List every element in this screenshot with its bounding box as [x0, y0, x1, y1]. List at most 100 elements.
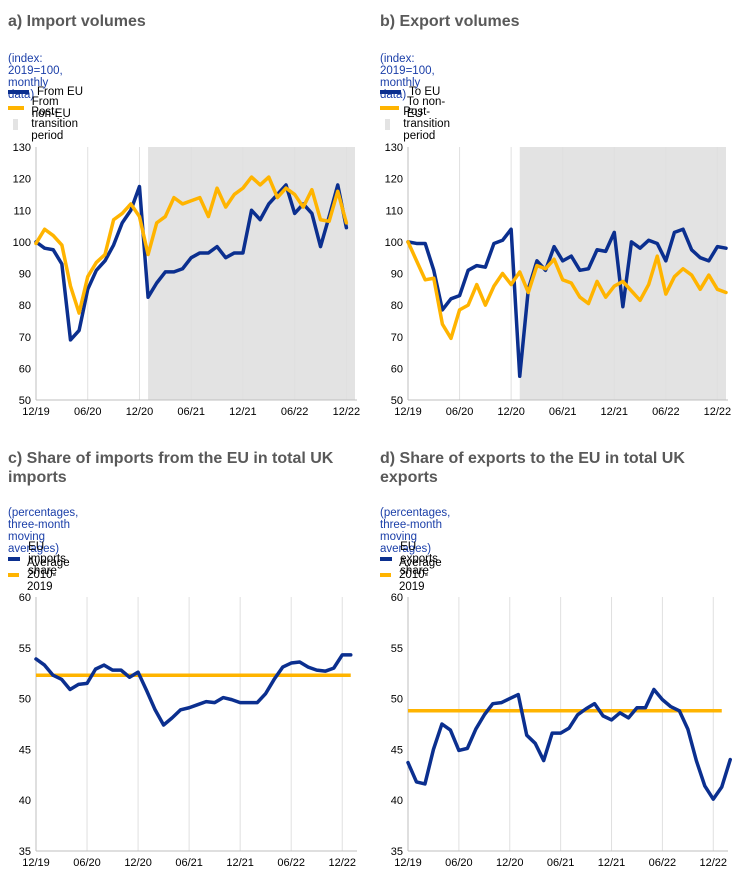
series-line-a-from-non-eu	[34, 175, 349, 315]
x-tick-label-d-2: 12/20	[496, 857, 524, 869]
y-tick-label-b-6: 70	[391, 332, 403, 344]
x-tick-label-b-3: 06/21	[549, 406, 577, 418]
legend-swatch-from-eu	[8, 90, 29, 94]
chart-subtitle-c: (percentages, three-month moving average…	[8, 507, 79, 555]
legend-item-post-transition-b: Post-transition period	[380, 106, 456, 142]
y-tick-label-d-2: 50	[391, 694, 403, 706]
chart-subtitle-b: (index: 2019=100, monthly data)	[380, 53, 435, 101]
chart-title-b: b) Export volumes	[380, 13, 520, 30]
legend-a: From EU From non-EU Post-transition peri…	[8, 84, 84, 142]
y-tick-label-d-1: 55	[391, 643, 403, 655]
series-line-a-from-eu	[34, 183, 349, 342]
x-tick-label-c-1: 06/20	[73, 857, 101, 869]
y-tick-label-c-4: 40	[19, 795, 31, 807]
series-line-d-eu-exports-share	[406, 687, 732, 801]
legend-label-to-non-eu: To non-EU	[406, 96, 446, 120]
y-tick-label-d-5: 35	[391, 846, 403, 858]
x-tick-label-a-3: 06/21	[177, 406, 205, 418]
series-line-b-to-eu	[406, 227, 728, 379]
legend-b: To EU To non-EU Post-transition period	[380, 84, 456, 142]
post-transition-shading-a	[148, 147, 355, 400]
x-tick-label-b-1: 06/20	[446, 406, 474, 418]
legend-swatch-post-transition-b	[385, 118, 391, 130]
y-tick-label-a-7: 60	[19, 363, 31, 375]
legend-c: EU imports share Average 2010-2019	[8, 541, 80, 593]
y-tick-label-a-2: 110	[13, 205, 31, 217]
legend-label-eu-imports-share: EU imports share	[28, 541, 66, 577]
x-tick-label-a-0: 12/19	[22, 406, 50, 418]
x-tick-label-d-6: 12/22	[700, 857, 728, 869]
y-tick-label-b-7: 60	[391, 363, 403, 375]
x-tick-label-c-3: 06/21	[175, 857, 203, 869]
x-tick-label-d-3: 06/21	[547, 857, 575, 869]
x-tick-label-a-5: 06/22	[281, 406, 309, 418]
legend-label-from-eu: From EU	[37, 86, 83, 98]
y-tick-label-d-3: 45	[391, 744, 403, 756]
x-tick-label-d-0: 12/19	[394, 857, 422, 869]
y-tick-label-b-3: 100	[385, 237, 403, 249]
y-tick-label-b-5: 80	[391, 300, 403, 312]
series-line-b-to-non-eu	[406, 240, 728, 341]
x-tick-label-c-4: 12/21	[226, 857, 254, 869]
legend-swatch-from-non-eu	[8, 106, 24, 110]
y-tick-label-a-1: 120	[13, 174, 31, 186]
legend-label-average-c: Average 2010-2019	[26, 557, 70, 593]
x-tick-label-d-5: 06/22	[649, 857, 677, 869]
legend-item-eu-exports-share: EU exports share	[380, 541, 452, 577]
legend-swatch-average-d	[380, 573, 391, 577]
y-tick-label-a-8: 50	[19, 395, 31, 407]
series-line-c-eu-imports-share	[34, 653, 353, 727]
y-tick-label-a-4: 90	[19, 269, 31, 281]
legend-label-eu-exports-share: EU exports share	[400, 541, 438, 577]
y-tick-label-a-3: 100	[13, 237, 31, 249]
y-tick-label-d-0: 60	[391, 592, 403, 604]
legend-label-average-d: Average 2010-2019	[398, 557, 442, 593]
y-tick-label-d-4: 40	[391, 795, 403, 807]
x-tick-label-d-1: 06/20	[445, 857, 473, 869]
y-tick-label-c-2: 50	[19, 694, 31, 706]
x-tick-label-b-5: 06/22	[652, 406, 680, 418]
x-tick-label-b-6: 12/22	[704, 406, 732, 418]
legend-label-to-eu: To EU	[409, 86, 441, 98]
y-tick-label-c-0: 60	[19, 592, 31, 604]
x-tick-label-b-2: 12/20	[497, 406, 525, 418]
legend-item-eu-imports-share: EU imports share	[8, 541, 80, 577]
chart-title-a: a) Import volumes	[8, 13, 146, 30]
x-tick-label-a-2: 12/20	[126, 406, 154, 418]
legend-swatch-to-eu	[380, 90, 401, 94]
legend-item-to-eu: To EU	[380, 84, 456, 100]
legend-swatch-eu-imports-share	[8, 557, 21, 561]
legend-swatch-post-transition	[13, 118, 19, 130]
x-tick-label-a-4: 12/21	[229, 406, 257, 418]
y-tick-label-a-6: 70	[19, 332, 31, 344]
legend-item-from-eu: From EU	[8, 84, 84, 100]
x-tick-label-a-1: 06/20	[74, 406, 102, 418]
x-tick-label-c-0: 12/19	[22, 857, 50, 869]
x-tick-label-c-6: 12/22	[328, 857, 356, 869]
legend-swatch-to-non-eu	[380, 106, 399, 110]
y-tick-label-b-2: 110	[385, 205, 403, 217]
x-tick-label-c-2: 12/20	[124, 857, 152, 869]
legend-d: EU exports share Average 2010-2019	[380, 541, 452, 593]
legend-item-average-d: Average 2010-2019	[380, 557, 452, 593]
x-tick-label-c-5: 06/22	[277, 857, 305, 869]
chart-subtitle-a: (index: 2019=100, monthly data)	[8, 53, 63, 101]
y-tick-label-b-0: 130	[385, 142, 403, 154]
y-tick-label-c-3: 45	[19, 744, 31, 756]
x-tick-label-b-4: 12/21	[601, 406, 629, 418]
y-tick-label-b-4: 90	[391, 269, 403, 281]
x-tick-label-a-6: 12/22	[333, 406, 361, 418]
chart-title-c: c) Share of imports from the EU in total…	[8, 450, 334, 486]
legend-label-post-transition-b: Post-transition period	[403, 106, 450, 142]
y-tick-label-c-5: 35	[19, 846, 31, 858]
x-tick-label-d-4: 12/21	[598, 857, 626, 869]
legend-label-post-transition: Post-transition period	[31, 106, 78, 142]
chart-subtitle-d: (percentages, three-month moving average…	[380, 507, 451, 555]
legend-item-from-non-eu: From non-EU	[8, 96, 84, 120]
y-tick-label-a-5: 80	[19, 300, 31, 312]
x-tick-label-b-0: 12/19	[394, 406, 422, 418]
